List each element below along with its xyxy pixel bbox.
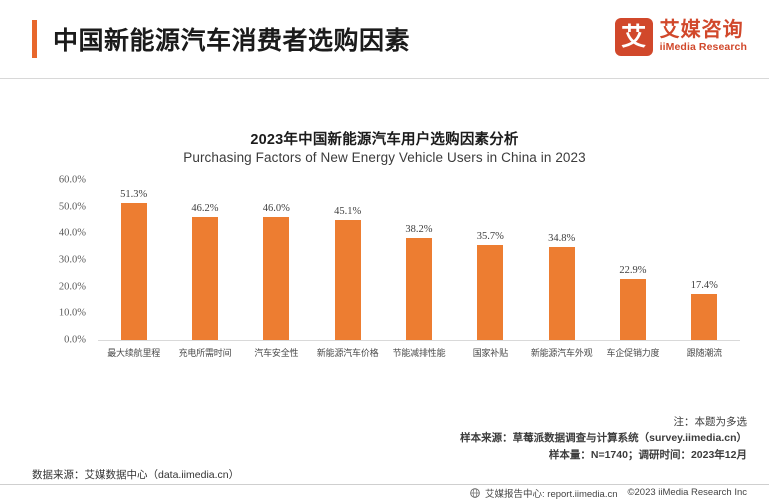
bar-chart: 60.0% 50.0% 40.0% 30.0% 20.0% 10.0% 0.0% 51.3%… — [40, 175, 740, 358]
bar[interactable] — [191, 216, 218, 340]
x-axis-tick-label: 新能源汽车外观 — [530, 348, 593, 358]
x-axis-tick-label: 节能减排性能 — [392, 348, 446, 358]
x-axis-tick-label: 车企促销力度 — [606, 348, 660, 358]
note-multiselect: 注：本题为多选 — [673, 416, 748, 428]
note-sample-source: 样本来源：草莓派数据调查与计算系统（survey.iimedia.cn） — [460, 432, 747, 445]
footer-bar: 艾媒报告中心: report.iimedia.cn ©2023 iiMedia … — [0, 485, 769, 500]
header-divider — [0, 78, 769, 79]
bar[interactable] — [334, 219, 361, 340]
bar[interactable] — [477, 244, 504, 340]
bar-slot: 51.3% — [98, 180, 169, 340]
footer-data-source: 数据来源：艾媒数据中心（data.iimedia.cn） — [32, 469, 240, 481]
logo-name-en: iiMedia Research — [659, 41, 747, 54]
y-axis-tick: 0.0% — [64, 334, 86, 346]
bar[interactable] — [548, 247, 575, 340]
bar-slot: 35.7% — [455, 180, 526, 340]
bar-value-label: 46.0% — [262, 203, 290, 215]
x-axis-tick-label: 跟随潮流 — [686, 348, 722, 358]
bar[interactable] — [120, 203, 147, 340]
x-axis-line — [98, 340, 740, 341]
note-sample-size: 样本量：N=1740；调研时间：2023年12月 — [548, 448, 747, 461]
y-axis: 60.0% 50.0% 40.0% 30.0% 20.0% 10.0% 0.0% — [40, 175, 92, 346]
brand-logo: 艾 艾媒咨询 iiMedia Research — [614, 18, 747, 56]
title-accent-bar — [32, 20, 37, 58]
chart-title: 2023年中国新能源汽车用户选购因素分析 — [250, 132, 519, 148]
bar-value-label: 51.3% — [120, 189, 148, 201]
bar-value-label: 34.8% — [548, 233, 576, 245]
bar-slot: 46.2% — [169, 180, 240, 340]
bar-slot: 17.4% — [669, 180, 740, 340]
footer-report-center: 艾媒报告中心: report.iimedia.cn — [485, 488, 618, 500]
x-axis-tick-label: 新能源汽车价格 — [316, 348, 379, 358]
bar-slot: 46.0% — [241, 180, 312, 340]
bar-value-label: 22.9% — [619, 264, 647, 276]
x-axis-tick-label: 汽车安全性 — [254, 348, 299, 358]
page-title: 中国新能源汽车消费者选购因素 — [53, 27, 411, 55]
x-axis-tick-label: 国家补贴 — [472, 348, 508, 358]
bar[interactable] — [619, 278, 646, 340]
globe-icon — [470, 487, 480, 498]
plot-area: 51.3% 46.2% 46.0% 45.1% 38.2% 35.7% 34.8% 22.9%… — [98, 180, 740, 340]
bar-value-label: 46.2% — [191, 202, 219, 214]
bar-series: 51.3% 46.2% 46.0% 45.1% 38.2% 35.7% 34.8% 22.9%… — [98, 180, 740, 340]
logo-name-cn: 艾媒咨询 — [659, 19, 744, 42]
bar[interactable] — [691, 293, 718, 340]
y-axis-tick: 50.0% — [58, 201, 86, 213]
page-header: 中国新能源汽车消费者选购因素 艾 艾媒咨询 iiMedia Research — [0, 0, 769, 78]
bar-value-label: 38.2% — [405, 224, 433, 236]
bar-slot: 45.1% — [312, 180, 383, 340]
x-axis-labels: 最大续航里程 充电所需时间 汽车安全性 新能源汽车价格 节能减排性能 国家补贴 新能源汽车外… — [98, 346, 740, 359]
y-axis-tick: 40.0% — [58, 227, 86, 239]
bar-value-label: 45.1% — [334, 205, 362, 217]
bar-value-label: 17.4% — [690, 279, 718, 291]
footer-copyright: ©2023 iiMedia Research Inc — [627, 487, 747, 498]
y-axis-tick: 60.0% — [58, 174, 86, 186]
y-axis-tick: 30.0% — [58, 254, 86, 266]
x-axis-tick-label: 充电所需时间 — [178, 348, 232, 358]
logo-glyph-icon: 艾 — [614, 18, 653, 56]
footer-divider — [0, 484, 769, 485]
logo-text-block: 艾媒咨询 iiMedia Research — [660, 20, 747, 54]
y-axis-tick: 20.0% — [58, 281, 86, 293]
bar-value-label: 35.7% — [476, 230, 504, 242]
bar-slot: 34.8% — [526, 180, 597, 340]
bar-slot: 38.2% — [383, 180, 454, 340]
y-axis-tick: 10.0% — [58, 307, 86, 319]
chart-subtitle: Purchasing Factors of New Energy Vehicle… — [183, 150, 586, 165]
x-axis-tick-label: 最大续航里程 — [107, 348, 161, 358]
bar-slot: 22.9% — [597, 180, 668, 340]
chart-notes: 注：本题为多选 样本来源：草莓派数据调查与计算系统（survey.iimedia… — [227, 414, 747, 463]
bar[interactable] — [263, 217, 290, 340]
bar[interactable] — [405, 238, 432, 340]
